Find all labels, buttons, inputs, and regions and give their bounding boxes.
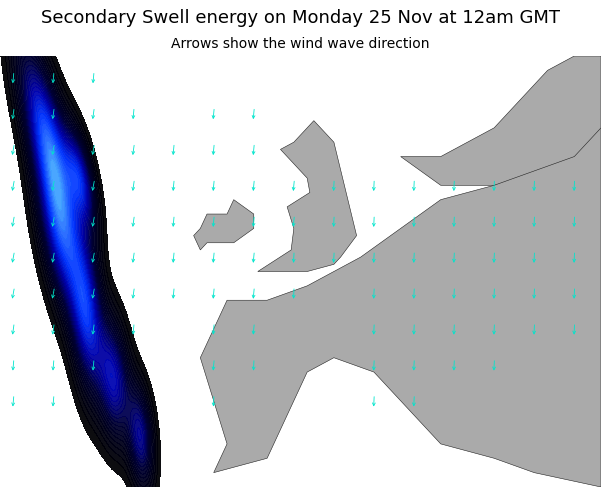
Text: Secondary Swell energy on Monday 25 Nov at 12am GMT: Secondary Swell energy on Monday 25 Nov … [41,9,560,27]
Text: Arrows show the wind wave direction: Arrows show the wind wave direction [171,37,430,51]
Polygon shape [194,200,254,250]
Polygon shape [258,121,356,272]
Polygon shape [200,56,601,487]
Polygon shape [401,56,601,186]
